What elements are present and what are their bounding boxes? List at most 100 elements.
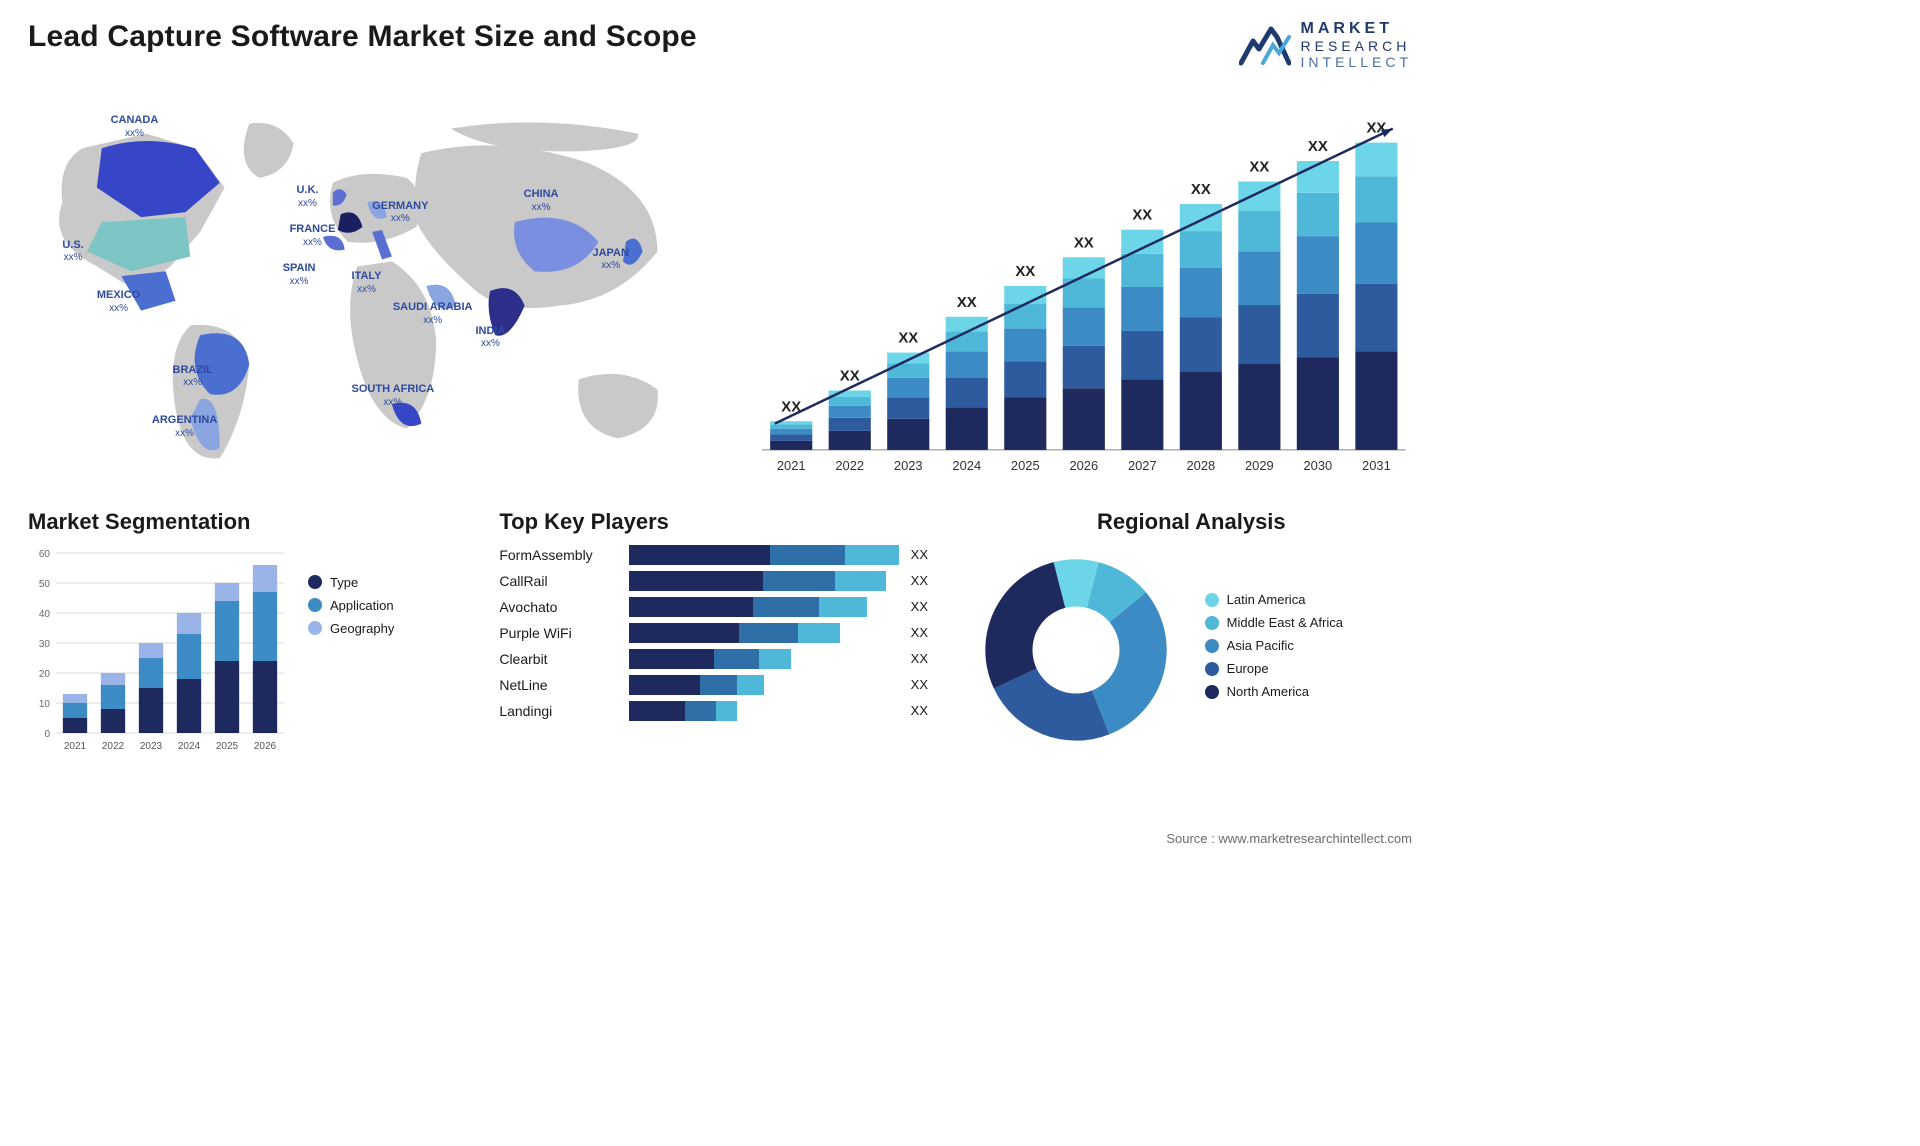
svg-text:XX: XX xyxy=(1191,182,1211,198)
svg-text:30: 30 xyxy=(39,639,51,650)
svg-text:2026: 2026 xyxy=(1070,457,1099,472)
map-label: ARGENTINAxx% xyxy=(152,414,217,439)
legend-label: Type xyxy=(330,575,358,590)
map-label: SAUDI ARABIAxx% xyxy=(393,301,473,326)
svg-text:2024: 2024 xyxy=(178,741,201,752)
segmentation-legend: Type Application Geography xyxy=(308,545,394,644)
map-label: CANADAxx% xyxy=(111,114,159,139)
legend-item: Middle East & Africa xyxy=(1205,615,1343,630)
regional-legend: Latin America Middle East & Africa Asia Pa… xyxy=(1205,592,1343,707)
players-panel: Top Key Players FormAssemblyXX CallRail XX… xyxy=(499,509,940,755)
map-label: BRAZILxx% xyxy=(173,364,213,389)
player-value: XX xyxy=(911,703,941,718)
brand-logo: MARKET RESEARCH INTELLECT xyxy=(1239,20,1412,71)
regional-title: Regional Analysis xyxy=(971,509,1412,535)
logo-line-3: INTELLECT xyxy=(1301,54,1412,70)
regional-panel: Regional Analysis Latin America Middle Ea… xyxy=(971,509,1412,755)
svg-text:XX: XX xyxy=(1133,207,1153,223)
svg-text:2026: 2026 xyxy=(254,741,277,752)
legend-dot-icon xyxy=(1205,593,1219,607)
legend-label: North America xyxy=(1227,684,1309,699)
legend-item: Asia Pacific xyxy=(1205,638,1343,653)
segmentation-panel: Market Segmentation 01020304050602021202… xyxy=(28,509,469,755)
svg-text:2023: 2023 xyxy=(140,741,163,752)
regional-donut xyxy=(971,545,1181,755)
world-map: CANADAxx% U.S.xx% MEXICOxx% BRAZILxx% ARGENT… xyxy=(28,91,716,481)
map-label: GERMANYxx% xyxy=(372,200,428,225)
segmentation-title: Market Segmentation xyxy=(28,509,469,535)
svg-text:2028: 2028 xyxy=(1187,457,1216,472)
player-bar xyxy=(629,701,737,721)
logo-line-1: MARKET xyxy=(1301,20,1412,38)
svg-text:2022: 2022 xyxy=(836,457,865,472)
svg-text:2021: 2021 xyxy=(777,457,806,472)
legend-item: Europe xyxy=(1205,661,1343,676)
map-label: ITALYxx% xyxy=(352,270,382,295)
legend-dot-icon xyxy=(1205,685,1219,699)
svg-text:2027: 2027 xyxy=(1128,457,1157,472)
legend-label: Latin America xyxy=(1227,592,1306,607)
svg-text:2029: 2029 xyxy=(1245,457,1274,472)
player-name: Avochato xyxy=(499,599,619,615)
svg-text:2025: 2025 xyxy=(1011,457,1040,472)
map-label: SOUTH AFRICAxx% xyxy=(352,383,435,408)
legend-label: Middle East & Africa xyxy=(1227,615,1343,630)
source-credit: Source : www.marketresearchintellect.com xyxy=(1166,831,1412,846)
svg-text:2023: 2023 xyxy=(894,457,923,472)
player-value: XX xyxy=(911,547,941,562)
legend-item: Geography xyxy=(308,621,394,636)
svg-text:2022: 2022 xyxy=(102,741,125,752)
players-title: Top Key Players xyxy=(499,509,940,535)
map-label: INDIAxx% xyxy=(475,325,505,350)
player-row: Purple WiFi XX xyxy=(499,623,940,643)
players-list: FormAssemblyXXCallRailXXAvochatoXXPurple… xyxy=(499,545,940,721)
growth-chart: XX2021XX2022XX2023XX2024XX2025XX2026XX20… xyxy=(756,91,1412,481)
map-label: SPAINxx% xyxy=(283,262,316,287)
legend-label: Application xyxy=(330,598,394,613)
legend-dot-icon xyxy=(1205,616,1219,630)
legend-dot-icon xyxy=(1205,662,1219,676)
player-bar xyxy=(629,597,867,617)
map-label: JAPANxx% xyxy=(592,247,628,272)
svg-text:2031: 2031 xyxy=(1362,457,1391,472)
svg-text:2021: 2021 xyxy=(64,741,87,752)
svg-text:2030: 2030 xyxy=(1304,457,1333,472)
legend-dot-icon xyxy=(308,621,322,635)
player-row: CallRail XX xyxy=(499,571,940,591)
player-name: CallRail xyxy=(499,573,619,589)
svg-text:2025: 2025 xyxy=(216,741,239,752)
player-row: ClearbitXX xyxy=(499,649,940,669)
player-value: XX xyxy=(911,599,941,614)
legend-label: Asia Pacific xyxy=(1227,638,1294,653)
legend-item: Type xyxy=(308,575,394,590)
svg-text:20: 20 xyxy=(39,669,51,680)
map-label: U.S.xx% xyxy=(62,239,83,264)
svg-text:XX: XX xyxy=(1016,264,1036,280)
player-value: XX xyxy=(911,677,941,692)
legend-dot-icon xyxy=(308,598,322,612)
map-label: CHINAxx% xyxy=(524,188,559,213)
player-row: Avochato XX xyxy=(499,597,940,617)
svg-text:0: 0 xyxy=(44,729,50,740)
player-value: XX xyxy=(911,573,941,588)
player-name: Landingi xyxy=(499,703,619,719)
svg-text:10: 10 xyxy=(39,699,51,710)
player-name: Clearbit xyxy=(499,651,619,667)
svg-text:40: 40 xyxy=(39,609,51,620)
map-label: FRANCExx% xyxy=(290,223,336,248)
player-bar xyxy=(629,545,899,565)
player-name: Purple WiFi xyxy=(499,625,619,641)
legend-item: Application xyxy=(308,598,394,613)
page-title: Lead Capture Software Market Size and Sc… xyxy=(28,20,697,54)
svg-text:XX: XX xyxy=(899,330,919,346)
map-label: MEXICOxx% xyxy=(97,289,140,314)
player-row: FormAssemblyXX xyxy=(499,545,940,565)
legend-dot-icon xyxy=(308,575,322,589)
player-name: NetLine xyxy=(499,677,619,693)
svg-text:XX: XX xyxy=(957,294,977,310)
legend-dot-icon xyxy=(1205,639,1219,653)
legend-item: Latin America xyxy=(1205,592,1343,607)
svg-text:XX: XX xyxy=(840,368,860,384)
player-value: XX xyxy=(911,625,941,640)
svg-text:XX: XX xyxy=(1250,159,1270,175)
